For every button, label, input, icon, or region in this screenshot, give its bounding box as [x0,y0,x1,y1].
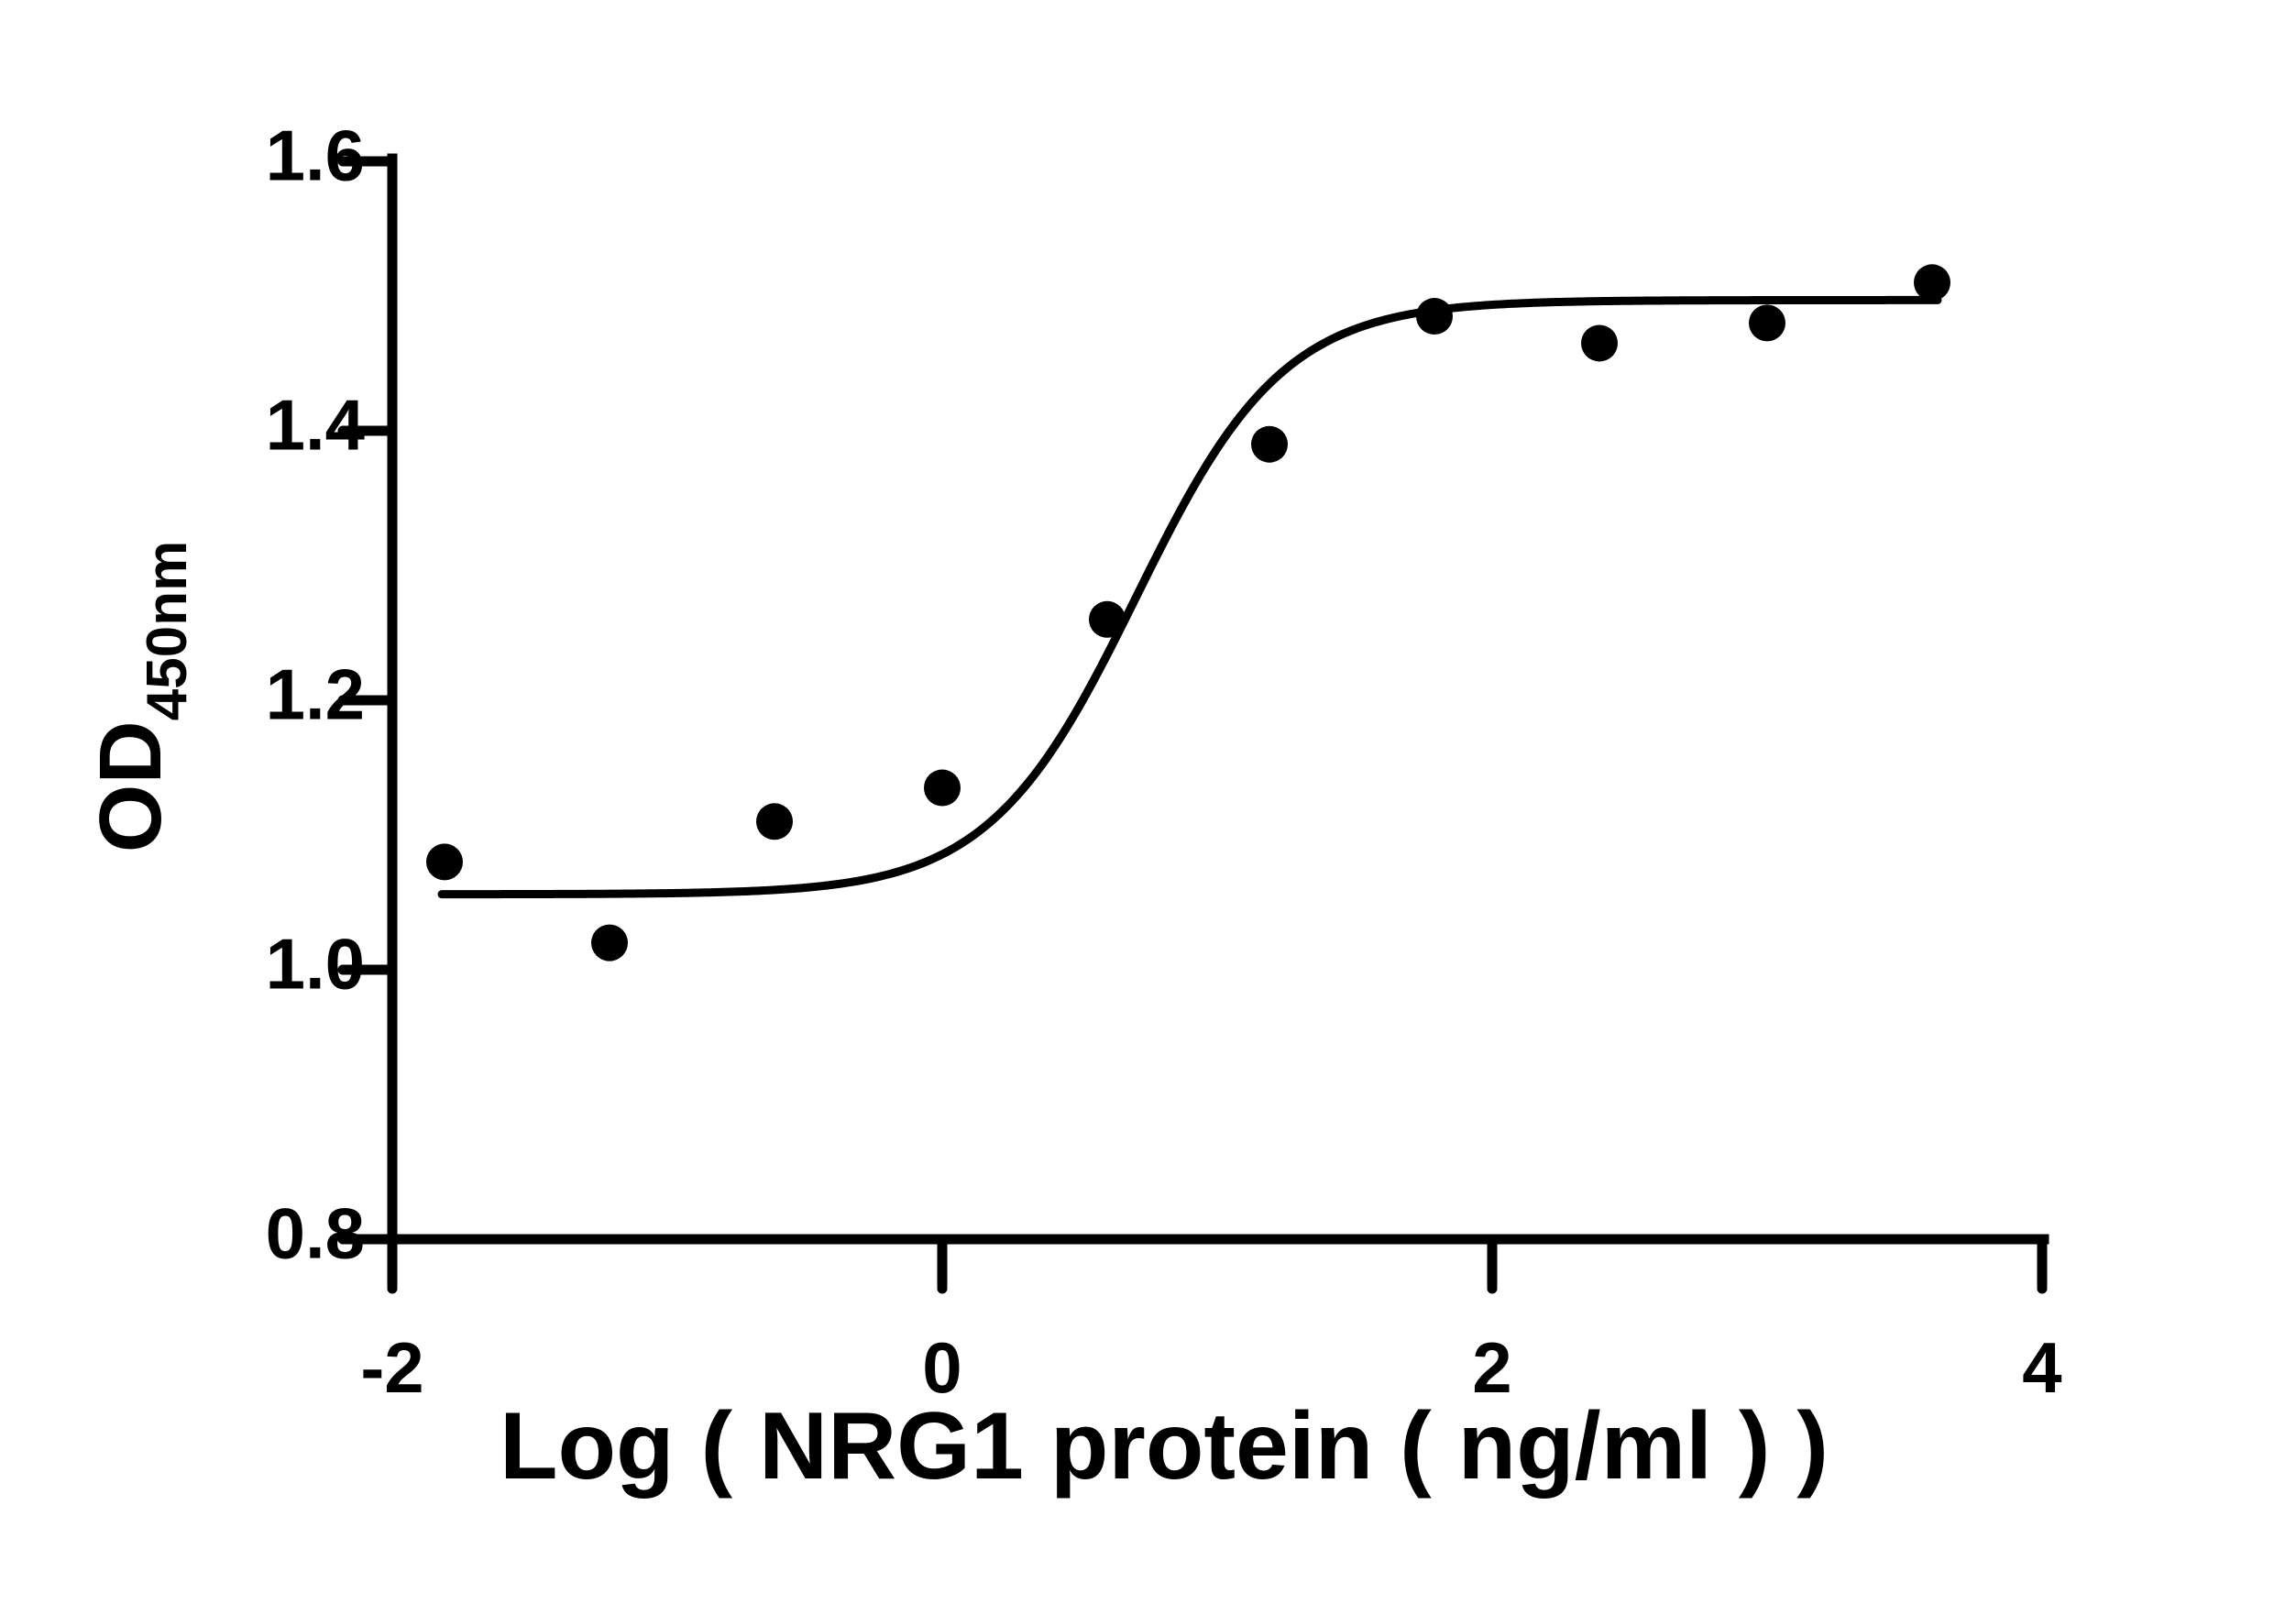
fitted-curve [437,295,1942,899]
x-tick-label-4: 4 [2022,1327,2061,1408]
y-tick-label-1-6: 1.6 [266,115,365,196]
y-tick-label-1-4: 1.4 [266,385,365,466]
data-point [756,803,793,840]
y-axis-title-group: OD450nm [82,541,199,852]
y-axis-title-main: OD [82,720,180,852]
data-point [591,924,628,961]
y-axis-title-subscript: 450nm [136,541,199,720]
x-tick-label-0: 0 [922,1327,961,1408]
data-point [1749,304,1785,342]
data-point [1914,264,1950,302]
y-axis-ticks [337,156,398,1245]
data-point [1089,600,1126,638]
data-point [924,769,961,807]
data-point [426,843,463,881]
data-point [1251,425,1288,463]
data-point [1416,298,1453,335]
y-tick-label-1-0: 1.0 [266,924,365,1005]
data-point [1581,324,1618,362]
x-axis-tick-labels: -2 0 2 4 [360,1327,2061,1408]
x-axis-title: Log ( NRG1 protein ( ng/ml ) ) [500,1393,1829,1500]
y-axis-tick-labels: 1.6 1.4 1.2 1.0 0.8 [266,115,365,1274]
x-axis-ticks [387,1234,2048,1294]
x-tick-label-2: 2 [1472,1327,1511,1408]
y-tick-label-0-8: 0.8 [266,1193,365,1274]
x-tick-label-minus-2: -2 [360,1327,423,1408]
data-point-series [426,264,1950,961]
y-tick-label-1-2: 1.2 [266,654,365,735]
y-axis-title: OD450nm [82,541,199,852]
